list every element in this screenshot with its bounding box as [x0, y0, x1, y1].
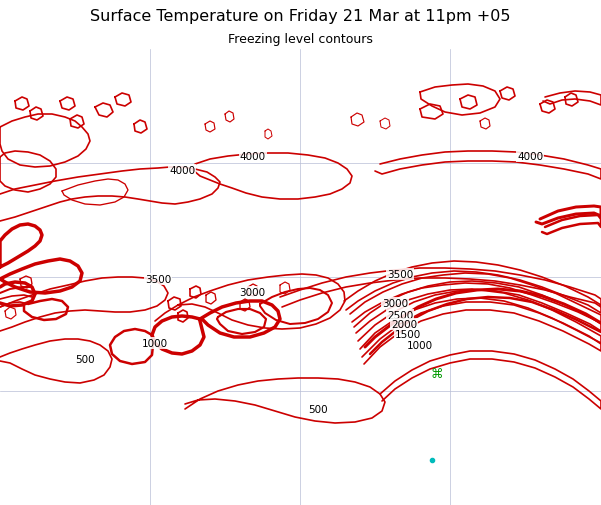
Text: 1000: 1000	[142, 338, 168, 348]
Text: 3500: 3500	[387, 270, 413, 279]
Text: 4000: 4000	[240, 152, 266, 162]
Text: 4000: 4000	[169, 166, 195, 176]
Text: 4000: 4000	[517, 152, 543, 162]
Text: 2000: 2000	[391, 319, 417, 329]
Text: Surface Temperature on Friday 21 Mar at 11pm +05: Surface Temperature on Friday 21 Mar at …	[90, 9, 511, 23]
Text: 500: 500	[75, 355, 95, 364]
Text: 500: 500	[308, 404, 328, 414]
Text: 1000: 1000	[407, 340, 433, 350]
Text: 2500: 2500	[387, 311, 413, 320]
Text: 3000: 3000	[239, 287, 265, 297]
Text: 3500: 3500	[145, 274, 171, 284]
Text: Freezing level contours: Freezing level contours	[228, 32, 373, 45]
Text: 1500: 1500	[395, 329, 421, 339]
Text: 3000: 3000	[382, 298, 408, 309]
Text: ⌘: ⌘	[431, 368, 444, 381]
